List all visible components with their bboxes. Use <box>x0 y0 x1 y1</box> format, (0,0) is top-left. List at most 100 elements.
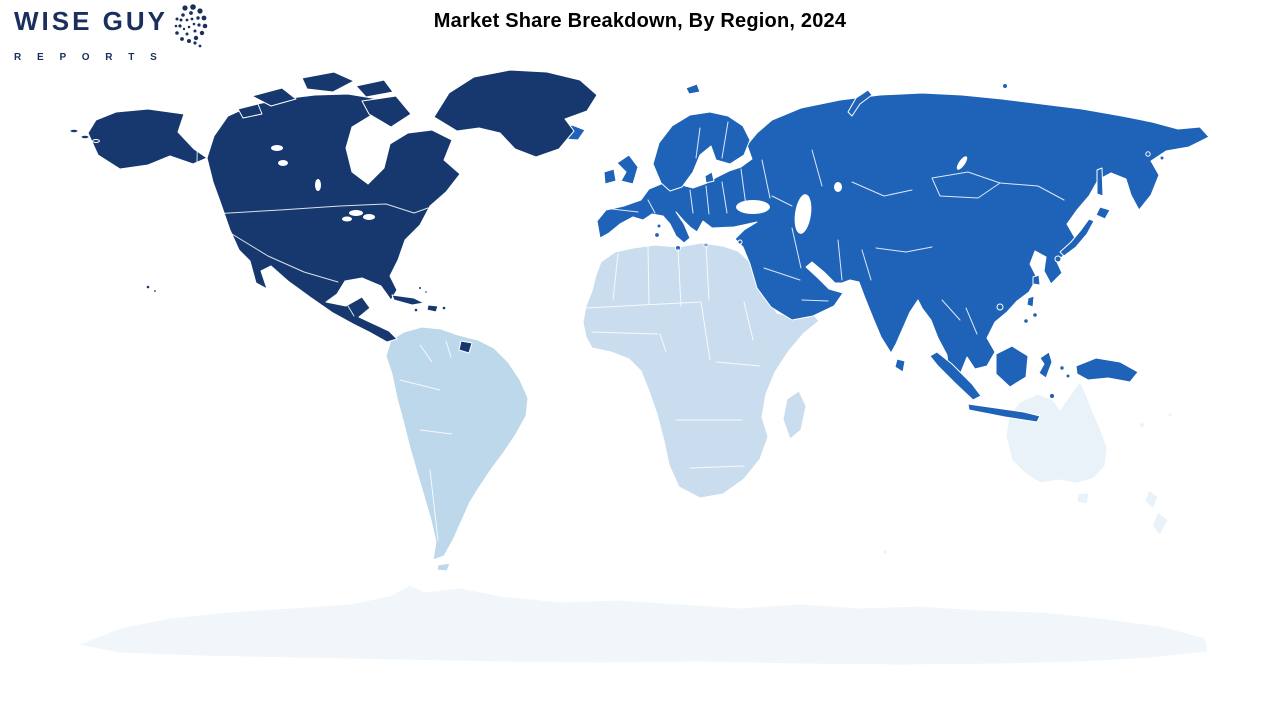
island-timor <box>1048 392 1056 400</box>
border-line <box>705 185 710 215</box>
border-line <box>211 203 429 215</box>
border-line <box>700 301 711 361</box>
border-line <box>429 469 439 541</box>
island-taiwan <box>1032 274 1041 286</box>
island-aleutian <box>69 128 79 134</box>
island-dot <box>1167 412 1173 418</box>
border-line <box>591 331 659 335</box>
great-bear-lake <box>271 145 283 151</box>
logo: WISE GUY R E P O R T S <box>14 4 209 63</box>
island-hainan <box>996 303 1004 311</box>
island-baffin <box>361 95 412 128</box>
island-hispaniola <box>426 304 439 313</box>
great-lake <box>342 216 352 222</box>
landmass-antarctica <box>77 584 1209 666</box>
border-line <box>612 253 619 301</box>
border-line <box>365 310 373 323</box>
border-line <box>647 199 656 214</box>
landmass-canada-usa-mexico <box>206 93 461 343</box>
border-line <box>965 307 978 335</box>
island-tasmania <box>1076 492 1090 505</box>
island-sakhalin <box>1096 167 1104 197</box>
island-dot <box>882 549 888 555</box>
border-line <box>715 361 761 367</box>
island-dot <box>1023 318 1029 324</box>
border-line <box>419 429 453 435</box>
logo-subtitle: R E P O R T S <box>14 52 164 63</box>
caspian-sea <box>794 194 812 234</box>
border-line <box>791 227 802 269</box>
landmass-africa <box>582 242 820 499</box>
island-aleutian <box>80 134 90 140</box>
island-hawaii <box>153 289 157 293</box>
island-ireland <box>603 168 617 185</box>
island-arctic-2 <box>301 71 355 93</box>
island-kyushu <box>1054 255 1062 263</box>
border-line <box>721 181 728 214</box>
landmass-alaska <box>87 108 208 170</box>
island-sumatra <box>929 351 982 401</box>
landmass-eurasia <box>596 92 1210 387</box>
border-line <box>740 168 747 207</box>
border-line <box>837 239 843 281</box>
island-aleutian <box>92 139 100 143</box>
border-line <box>811 149 823 187</box>
island-dot <box>1002 83 1008 89</box>
border-line <box>875 246 933 253</box>
territory-french-guiana <box>458 340 473 354</box>
landmass-scandinavia <box>652 111 751 192</box>
region-south-america <box>385 326 529 572</box>
island-jamaica <box>413 307 419 313</box>
great-slave-lake <box>278 160 288 166</box>
border-line <box>677 248 682 307</box>
border-line <box>743 301 754 341</box>
border-line <box>347 305 355 317</box>
region-antarctica <box>77 584 1209 666</box>
island-arctic-4 <box>237 103 263 119</box>
border-line <box>721 121 729 159</box>
logo-wordmark: WISE GUY <box>14 6 169 36</box>
border-line <box>231 233 339 283</box>
border-line <box>689 189 694 214</box>
island-sulawesi <box>1038 351 1053 379</box>
border-line <box>861 249 872 281</box>
region-oceania <box>882 381 1173 555</box>
border-line <box>419 344 433 363</box>
island-new-guinea <box>1075 357 1139 383</box>
island-novaya-zemlya <box>847 89 873 117</box>
region-north-america <box>69 69 598 354</box>
great-lake <box>349 210 363 216</box>
logo-head-dots-icon <box>174 4 208 48</box>
border-line <box>763 267 801 281</box>
lake-baikal <box>956 156 968 170</box>
border-line <box>801 299 829 302</box>
great-lake <box>363 214 375 220</box>
border-line <box>695 127 701 159</box>
landmass-australia <box>1005 381 1108 484</box>
island-new-zealand-south <box>1151 511 1169 536</box>
border-line <box>931 171 1001 199</box>
island-tierra-del-fuego <box>436 562 451 572</box>
island-dot <box>1139 422 1145 428</box>
island-hawaii <box>145 284 151 290</box>
border-line <box>999 182 1065 201</box>
island-dot <box>1032 312 1038 318</box>
country-borders <box>196 113 1065 541</box>
island-dot <box>1065 373 1071 379</box>
border-line <box>445 340 452 358</box>
border-line <box>196 113 199 164</box>
island-puerto-rico <box>441 305 447 311</box>
island-hokkaido <box>1095 206 1111 220</box>
island-sardinia <box>654 232 660 238</box>
landmass-greenland <box>433 69 598 158</box>
island-philippines-luzon <box>1026 295 1035 308</box>
island-arctic-3 <box>355 79 394 98</box>
island-cyprus <box>737 239 743 245</box>
island-corsica <box>656 223 662 229</box>
border-line <box>689 465 745 469</box>
region-eurasia <box>559 83 1210 423</box>
island-java <box>967 403 1041 423</box>
island-sri-lanka <box>894 358 906 373</box>
island-great-britain <box>616 154 639 185</box>
